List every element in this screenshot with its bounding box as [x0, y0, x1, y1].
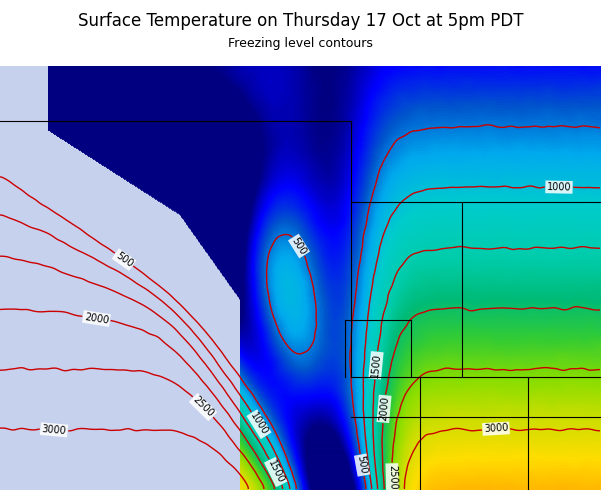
Text: 2500: 2500: [387, 465, 397, 490]
Text: 1000: 1000: [547, 182, 572, 193]
Text: Freezing level contours: Freezing level contours: [228, 37, 373, 50]
Text: 2000: 2000: [84, 312, 109, 325]
Text: 500: 500: [114, 250, 135, 269]
Text: Surface Temperature on Thursday 17 Oct at 5pm PDT: Surface Temperature on Thursday 17 Oct a…: [78, 12, 523, 30]
Text: 3000: 3000: [483, 423, 508, 435]
Text: 3000: 3000: [41, 424, 67, 436]
Text: 1500: 1500: [370, 353, 382, 378]
Text: 500: 500: [356, 455, 368, 475]
Text: 1000: 1000: [248, 411, 270, 437]
Text: 2000: 2000: [378, 396, 390, 421]
Text: 2500: 2500: [191, 395, 215, 419]
Text: 500: 500: [290, 236, 308, 257]
Text: 1500: 1500: [266, 459, 285, 485]
